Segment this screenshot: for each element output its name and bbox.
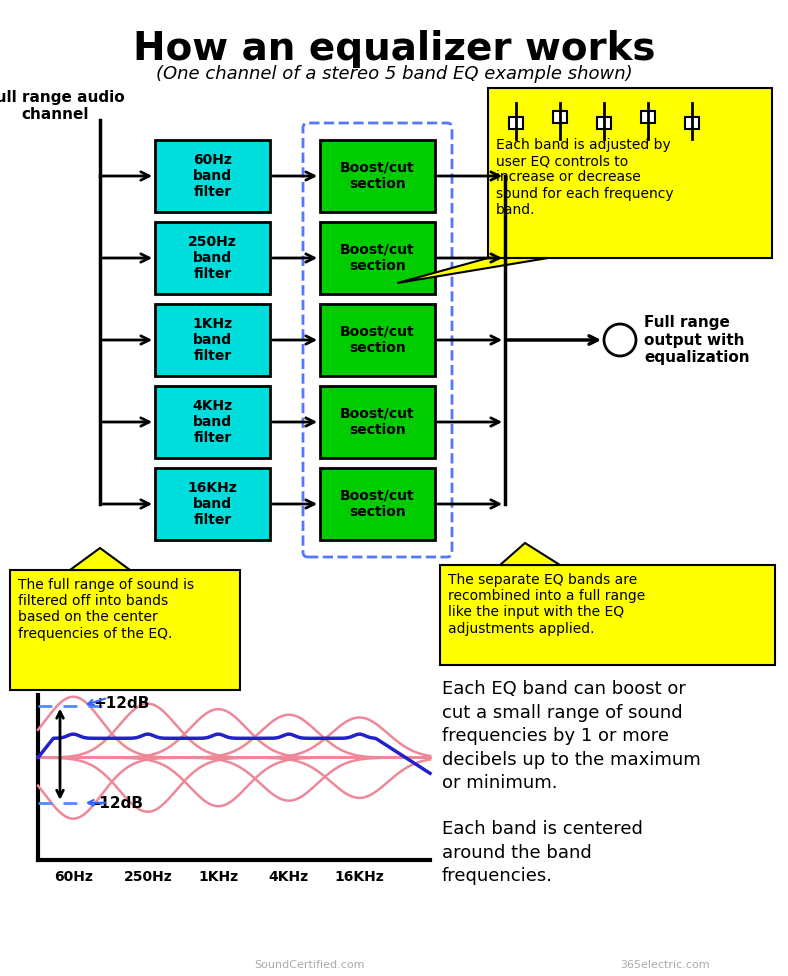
Text: SoundCertified.com: SoundCertified.com — [255, 960, 366, 970]
Text: 4KHz: 4KHz — [269, 870, 309, 884]
Text: (One channel of a stereo 5 band EQ example shown): (One channel of a stereo 5 band EQ examp… — [156, 65, 632, 83]
Polygon shape — [397, 258, 548, 283]
FancyBboxPatch shape — [155, 140, 270, 212]
Text: Boost/cut
section: Boost/cut section — [340, 243, 414, 273]
Text: Each band is adjusted by
user EQ controls to
increase or decrease
sound for each: Each band is adjusted by user EQ control… — [496, 138, 674, 217]
Text: 365electric.com: 365electric.com — [620, 960, 710, 970]
Text: 16KHz
band
filter: 16KHz band filter — [188, 481, 237, 527]
Text: -12dB: -12dB — [93, 795, 143, 811]
Text: Full range audio
channel: Full range audio channel — [0, 90, 125, 122]
FancyBboxPatch shape — [155, 386, 270, 458]
Text: 1KHz: 1KHz — [199, 870, 239, 884]
FancyBboxPatch shape — [488, 88, 772, 258]
FancyBboxPatch shape — [155, 468, 270, 540]
Text: 16KHz: 16KHz — [335, 870, 385, 884]
FancyBboxPatch shape — [155, 304, 270, 376]
FancyBboxPatch shape — [440, 565, 775, 665]
Text: 4KHz
band
filter: 4KHz band filter — [192, 399, 232, 445]
Text: How an equalizer works: How an equalizer works — [132, 30, 656, 68]
FancyBboxPatch shape — [155, 222, 270, 294]
FancyBboxPatch shape — [320, 304, 435, 376]
FancyBboxPatch shape — [597, 117, 611, 129]
FancyBboxPatch shape — [320, 222, 435, 294]
Text: Boost/cut
section: Boost/cut section — [340, 325, 414, 355]
FancyBboxPatch shape — [509, 117, 523, 129]
Text: 1KHz
band
filter: 1KHz band filter — [192, 317, 232, 363]
FancyBboxPatch shape — [641, 111, 655, 123]
FancyBboxPatch shape — [685, 117, 699, 129]
Text: Full range
output with
equalization: Full range output with equalization — [644, 315, 749, 365]
FancyBboxPatch shape — [320, 386, 435, 458]
Text: Boost/cut
section: Boost/cut section — [340, 489, 414, 519]
Polygon shape — [70, 548, 130, 570]
Text: Each EQ band can boost or
cut a small range of sound
frequencies by 1 or more
de: Each EQ band can boost or cut a small ra… — [442, 680, 701, 793]
Circle shape — [604, 324, 636, 356]
Text: +12dB: +12dB — [93, 696, 150, 712]
Polygon shape — [500, 543, 560, 565]
Text: Boost/cut
section: Boost/cut section — [340, 161, 414, 191]
Text: 60Hz
band
filter: 60Hz band filter — [193, 153, 232, 199]
Text: The full range of sound is
filtered off into bands
based on the center
frequenci: The full range of sound is filtered off … — [18, 578, 194, 640]
Text: Each band is centered
around the band
frequencies.: Each band is centered around the band fr… — [442, 820, 643, 885]
FancyBboxPatch shape — [320, 140, 435, 212]
FancyBboxPatch shape — [320, 468, 435, 540]
Text: The separate EQ bands are
recombined into a full range
like the input with the E: The separate EQ bands are recombined int… — [448, 573, 645, 635]
Text: 60Hz: 60Hz — [54, 870, 93, 884]
Text: Boost/cut
section: Boost/cut section — [340, 407, 414, 437]
FancyBboxPatch shape — [10, 570, 240, 690]
FancyBboxPatch shape — [553, 111, 567, 123]
Text: 250Hz
band
filter: 250Hz band filter — [188, 235, 237, 281]
Text: 250Hz: 250Hz — [124, 870, 172, 884]
